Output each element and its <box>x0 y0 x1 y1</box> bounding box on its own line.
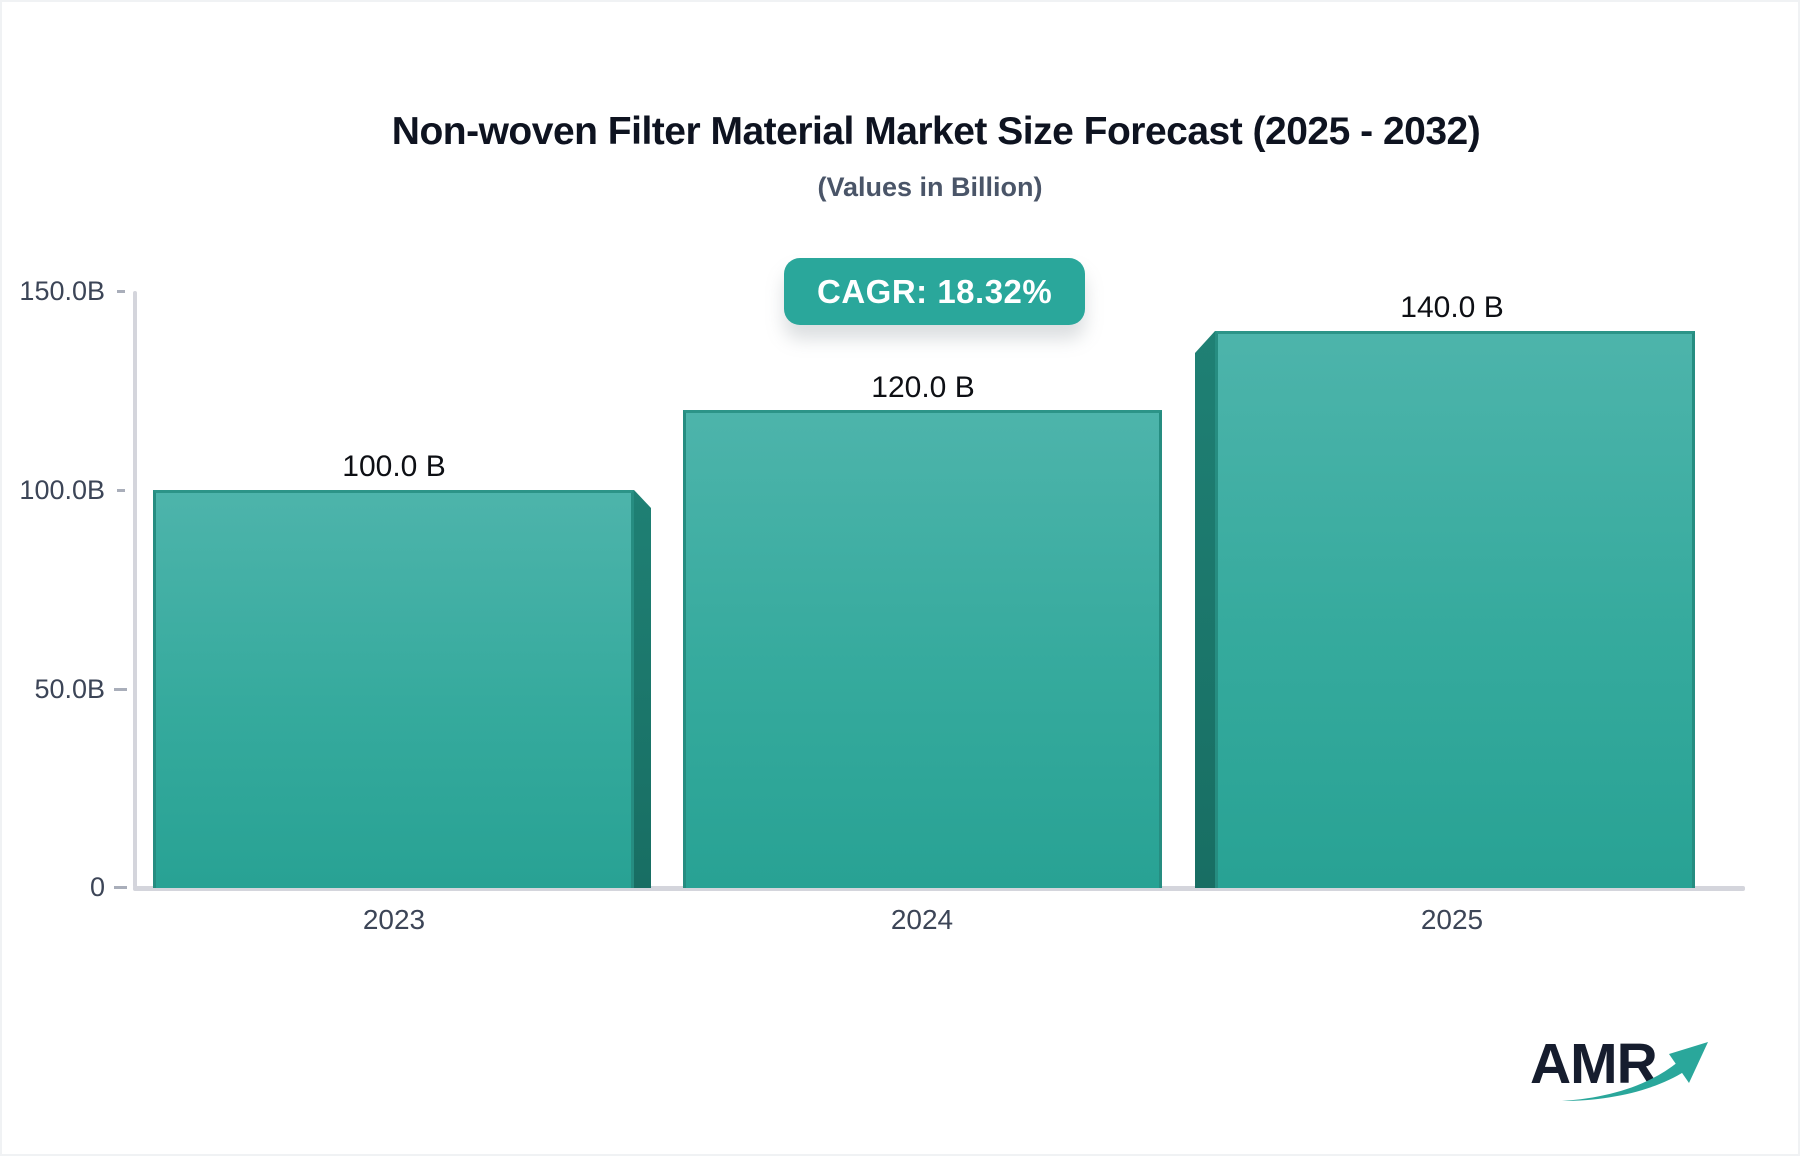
bar-2024[interactable] <box>683 410 1162 888</box>
cagr-badge-label: CAGR: 18.32% <box>817 272 1053 310</box>
y-axis-tick-label: 50.0B <box>34 674 105 704</box>
y-tick-150 <box>117 290 125 293</box>
y-axis-tick-label: 150.0B <box>19 276 105 306</box>
bar-2023-3d-side <box>634 490 651 888</box>
bar-2023[interactable] <box>153 490 634 888</box>
y-tick-0 <box>114 886 127 889</box>
y-axis-tick-label: 0 <box>89 872 105 902</box>
amr-logo: AMR <box>1530 1036 1750 1126</box>
cagr-badge: CAGR: 18.32% <box>784 258 1086 325</box>
bar-value-label-2025: 140.0 B <box>1400 291 1504 324</box>
bar-value-label-2023: 100.0 B <box>342 450 446 483</box>
bar-2025[interactable] <box>1215 331 1695 888</box>
y-tick-100 <box>117 489 125 492</box>
chart-subtitle: (Values in Billion) <box>817 172 1043 202</box>
chart-title: Non-woven Filter Material Market Size Fo… <box>391 110 1481 153</box>
growth-arrow-icon <box>1562 1042 1708 1101</box>
y-tick-50 <box>114 688 127 691</box>
x-axis-label-2024: 2024 <box>890 904 954 935</box>
x-axis-label-2023: 2023 <box>362 904 426 935</box>
x-axis-label-2025: 2025 <box>1420 904 1484 935</box>
bar-2025-3d-side <box>1195 331 1215 888</box>
bar-value-label-2024: 120.0 B <box>871 371 975 404</box>
amr-logo-text: AMR <box>1530 1032 1658 1096</box>
x-axis-line <box>133 886 1745 891</box>
y-axis-tick-label: 100.0B <box>19 475 105 505</box>
y-axis-line <box>133 291 137 888</box>
